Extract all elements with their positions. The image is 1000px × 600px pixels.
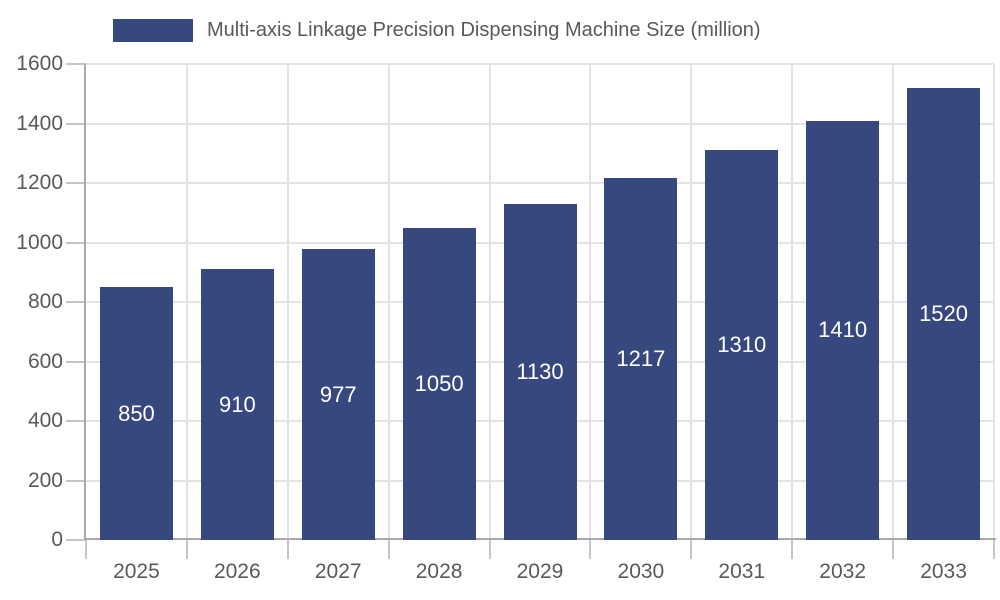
x-tick-label: 2029 bbox=[516, 560, 564, 583]
y-tick bbox=[66, 360, 86, 363]
x-tick bbox=[791, 540, 794, 559]
bar-2027 bbox=[301, 249, 375, 540]
x-gridline bbox=[185, 64, 188, 540]
x-tick-label: 2026 bbox=[213, 560, 261, 583]
bar-2025 bbox=[99, 287, 173, 540]
legend-label: Multi-axis Linkage Precision Dispensing … bbox=[207, 19, 761, 41]
bar-value-label: 1130 bbox=[516, 358, 564, 384]
x-tick-label: 2033 bbox=[920, 560, 967, 583]
x-tick bbox=[286, 540, 289, 559]
x-gridline bbox=[286, 64, 289, 540]
y-tick-label: 800 bbox=[27, 290, 63, 313]
y-gridline bbox=[86, 63, 994, 65]
bar-2031 bbox=[705, 150, 779, 540]
x-tick bbox=[387, 540, 390, 559]
bar-2033 bbox=[907, 87, 981, 540]
bar-2030 bbox=[604, 177, 678, 540]
x-gridline bbox=[488, 64, 491, 540]
x-gridline bbox=[791, 64, 794, 540]
y-tick-label: 600 bbox=[27, 349, 63, 373]
y-tick-label: 200 bbox=[27, 468, 63, 492]
bar-2026 bbox=[200, 269, 274, 540]
legend-swatch bbox=[113, 19, 193, 42]
y-tick-label: 400 bbox=[27, 409, 63, 432]
bar-2029 bbox=[503, 203, 577, 540]
y-gridline bbox=[86, 122, 994, 125]
y-tick bbox=[66, 479, 86, 482]
bar-value-label: 1310 bbox=[717, 332, 767, 358]
y-tick bbox=[66, 539, 86, 541]
bar-value-label: 910 bbox=[218, 391, 256, 417]
bar-2028 bbox=[402, 227, 476, 540]
x-gridline bbox=[892, 64, 895, 540]
y-tick bbox=[66, 301, 86, 303]
y-tick bbox=[66, 241, 86, 244]
y-tick-label: 1600 bbox=[16, 52, 63, 75]
x-tick bbox=[892, 540, 895, 559]
x-gridline bbox=[993, 64, 995, 540]
bar-value-label: 1520 bbox=[919, 300, 969, 326]
x-tick bbox=[993, 540, 995, 559]
bar-2032 bbox=[806, 120, 880, 540]
bar-value-label: 1217 bbox=[616, 345, 666, 371]
x-tick bbox=[185, 540, 188, 559]
y-tick bbox=[66, 182, 86, 184]
x-tick bbox=[488, 540, 491, 559]
x-tick-label: 2028 bbox=[415, 560, 463, 583]
x-gridline bbox=[690, 64, 693, 540]
y-gridline bbox=[86, 182, 994, 184]
y-tick-label: 0 bbox=[51, 528, 63, 551]
bar-value-label: 850 bbox=[118, 400, 155, 426]
y-tick-label: 1200 bbox=[16, 171, 63, 194]
bar-value-label: 1050 bbox=[414, 370, 464, 396]
x-tick-label: 2025 bbox=[113, 560, 160, 583]
y-axis-line bbox=[84, 64, 86, 540]
x-tick bbox=[589, 540, 592, 559]
x-gridline bbox=[589, 64, 592, 540]
bar-value-label: 977 bbox=[319, 381, 357, 407]
x-tick-label: 2031 bbox=[718, 560, 766, 583]
y-tick bbox=[66, 63, 86, 65]
y-tick-label: 1000 bbox=[16, 230, 63, 254]
x-gridline bbox=[387, 64, 390, 540]
x-tick-label: 2032 bbox=[819, 560, 867, 583]
bar-value-label: 1410 bbox=[818, 317, 868, 343]
legend: Multi-axis Linkage Precision Dispensing … bbox=[113, 19, 761, 42]
y-tick bbox=[66, 420, 86, 422]
x-tick-label: 2030 bbox=[617, 560, 665, 583]
x-tick bbox=[85, 540, 87, 559]
y-tick-label: 1400 bbox=[16, 111, 63, 135]
y-tick bbox=[66, 122, 86, 125]
x-tick bbox=[690, 540, 693, 559]
x-tick-label: 2027 bbox=[314, 560, 362, 583]
